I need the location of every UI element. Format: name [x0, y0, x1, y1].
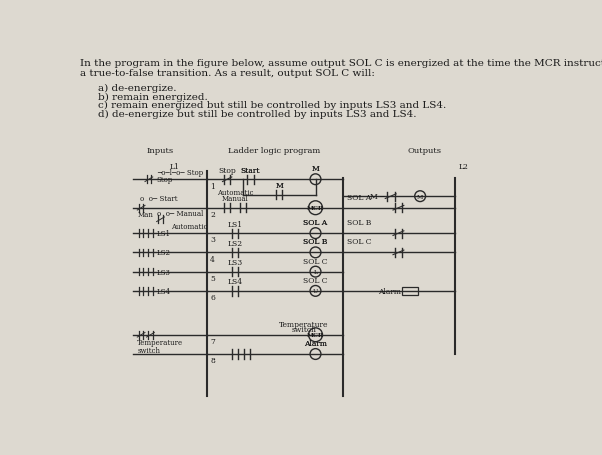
Text: L1: L1 — [170, 162, 180, 170]
Text: o  o─ Manual: o o─ Manual — [157, 209, 203, 217]
Text: Temperature: Temperature — [279, 320, 329, 328]
Text: SOL C: SOL C — [303, 276, 327, 284]
Text: MCR: MCR — [307, 333, 324, 338]
Text: SOL C: SOL C — [303, 257, 327, 265]
Text: LS4: LS4 — [157, 287, 170, 295]
Text: Stop: Stop — [157, 176, 173, 184]
Text: Alarm: Alarm — [377, 287, 401, 295]
Text: Start: Start — [241, 167, 260, 174]
Text: SOL B: SOL B — [303, 238, 327, 246]
Text: 5: 5 — [210, 274, 215, 282]
Text: Alarm: Alarm — [304, 339, 327, 347]
Text: M: M — [275, 182, 283, 190]
Text: Temperature
switch: Temperature switch — [137, 338, 184, 354]
Text: ─o─l─o─ Stop: ─o─l─o─ Stop — [157, 168, 203, 176]
Text: Stop: Stop — [219, 167, 236, 174]
Text: Outputs: Outputs — [407, 147, 441, 155]
Text: 4: 4 — [210, 255, 215, 263]
Text: a true-to-false transition. As a result, output SOL C will:: a true-to-false transition. As a result,… — [80, 68, 375, 77]
Text: Alarm: Alarm — [304, 339, 327, 347]
Text: 7: 7 — [210, 337, 215, 345]
Text: Inputs: Inputs — [147, 147, 174, 155]
Text: L: L — [314, 269, 318, 274]
Text: LS3: LS3 — [228, 259, 243, 267]
Text: o  o─ Start: o o─ Start — [140, 194, 177, 202]
Bar — [402, 287, 418, 295]
Text: SOL B: SOL B — [347, 219, 371, 227]
Text: 2: 2 — [210, 211, 215, 218]
Text: d) de-energize but still be controlled by inputs LS3 and LS4.: d) de-energize but still be controlled b… — [99, 109, 417, 118]
Text: MCR: MCR — [307, 206, 324, 211]
Text: LS2: LS2 — [157, 249, 170, 257]
Text: Start: Start — [241, 167, 260, 174]
Text: 6: 6 — [210, 293, 215, 302]
Text: 1: 1 — [210, 182, 215, 190]
Text: L2: L2 — [459, 162, 469, 170]
Text: Ladder logic program: Ladder logic program — [228, 147, 320, 155]
Text: M: M — [417, 194, 423, 199]
Text: SOL B: SOL B — [303, 238, 327, 246]
Text: c) remain energized but still be controlled by inputs LS3 and LS4.: c) remain energized but still be control… — [99, 101, 447, 110]
Text: LS1: LS1 — [157, 230, 170, 238]
Text: Automatic: Automatic — [170, 222, 207, 230]
Text: LS3: LS3 — [157, 268, 170, 276]
Text: 8: 8 — [210, 357, 215, 364]
Text: M: M — [275, 182, 283, 190]
Text: M: M — [312, 165, 320, 173]
Text: LS1: LS1 — [228, 220, 243, 228]
Text: LS2: LS2 — [228, 239, 243, 248]
Text: a) de-energize.: a) de-energize. — [99, 84, 177, 93]
Text: SOL A: SOL A — [303, 219, 327, 227]
Text: Automatic: Automatic — [217, 189, 253, 197]
Text: LS4: LS4 — [228, 278, 243, 286]
Text: In the program in the figure below, assume output SOL C is energized at the time: In the program in the figure below, assu… — [80, 59, 602, 68]
Text: b) remain energized.: b) remain energized. — [99, 92, 208, 101]
Text: M ─: M ─ — [370, 193, 385, 201]
Text: U: U — [313, 289, 318, 294]
Text: M: M — [312, 165, 320, 173]
Text: Man: Man — [137, 211, 153, 218]
Text: SOL A: SOL A — [303, 219, 327, 227]
Text: Manual: Manual — [222, 194, 248, 202]
Text: 3: 3 — [210, 236, 215, 244]
Text: switch: switch — [291, 325, 317, 334]
Text: SOL C: SOL C — [347, 238, 371, 246]
Text: SOL A: SOL A — [347, 193, 371, 202]
